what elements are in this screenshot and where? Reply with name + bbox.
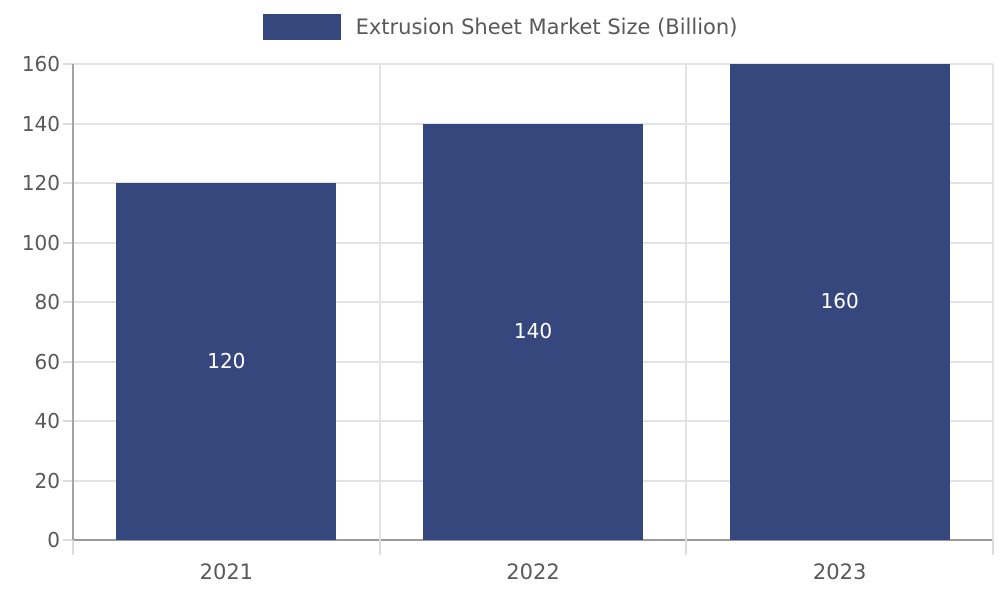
x-gridline [685, 64, 688, 540]
y-tick-label: 0 [47, 528, 60, 552]
x-gridline [992, 64, 994, 540]
y-tick-label: 140 [21, 111, 60, 136]
bar-value-label: 120 [207, 348, 246, 373]
x-tick-mark [72, 540, 74, 555]
legend[interactable]: Extrusion Sheet Market Size (Billion) [0, 14, 1000, 40]
y-tick-label: 80 [34, 290, 60, 314]
legend-swatch[interactable] [262, 14, 341, 40]
y-tick-mark [63, 479, 73, 482]
x-tick-label: 2023 [812, 560, 867, 584]
y-axis-spine [72, 64, 74, 540]
y-tick-label: 100 [21, 230, 60, 255]
y-gridline [73, 539, 993, 541]
y-tick-mark [63, 360, 73, 363]
x-gridline [378, 64, 381, 540]
y-tick-mark [63, 241, 73, 244]
y-tick-mark [63, 539, 73, 541]
bar-value-label: 160 [820, 289, 859, 313]
x-tick-mark [992, 540, 994, 555]
x-tick-label: 2022 [506, 560, 560, 584]
y-tick-mark [63, 122, 73, 125]
y-tick-mark [63, 182, 73, 184]
x-tick-mark [378, 540, 381, 555]
bar [423, 123, 643, 540]
y-tick-mark [63, 63, 73, 65]
y-tick-label: 60 [34, 349, 60, 374]
x-tick-label: 2021 [199, 560, 254, 584]
bar [116, 183, 337, 540]
y-tick-mark [63, 420, 73, 422]
x-tick-mark [685, 540, 688, 555]
bar-value-label: 140 [513, 318, 553, 343]
y-gridline [73, 63, 993, 65]
y-tick-mark [63, 301, 73, 303]
bar [729, 64, 950, 540]
y-tick-label: 40 [34, 409, 60, 433]
y-tick-label: 20 [34, 468, 60, 493]
y-tick-label: 120 [21, 171, 60, 195]
y-tick-label: 160 [21, 52, 60, 76]
legend-label: Extrusion Sheet Market Size (Billion) [355, 15, 738, 39]
